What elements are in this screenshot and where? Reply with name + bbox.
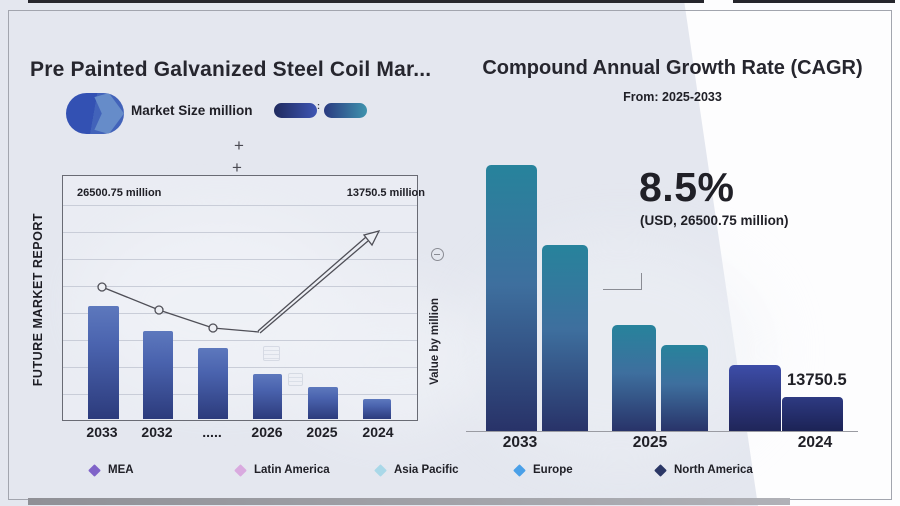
cagr-bar	[782, 397, 843, 432]
legend-label: Europe	[533, 464, 573, 476]
cagr-bar	[661, 345, 708, 432]
legend-diamond-icon	[513, 463, 526, 477]
legend: MEA Latin America Asia Pacific Europe North …	[0, 463, 900, 482]
gridline	[63, 340, 417, 341]
gridline	[63, 205, 417, 206]
legend-label: Asia Pacific	[394, 464, 459, 476]
circle-minus-icon	[431, 248, 444, 261]
watermark-icon	[263, 346, 280, 361]
page-title-left: Pre Painted Galvanized Steel Coil Mar...	[30, 58, 432, 81]
cagr-detail: (USD, 26500.75 million)	[640, 213, 789, 228]
market-size-bar	[88, 306, 119, 419]
gridline	[63, 232, 417, 233]
value-axis-label: Value by million	[429, 298, 441, 385]
future-market-report-label: FUTURE MARKET REPORT	[31, 213, 45, 387]
cagr-subtitle: From: 2025-2033	[623, 90, 722, 104]
x-axis-label: 2025	[306, 424, 338, 440]
left-bars-layer	[63, 176, 417, 420]
left-x-axis: 2033 2032..... 2026 2025 2024	[62, 424, 418, 440]
gridline	[63, 367, 417, 368]
legend-diamond-icon	[88, 463, 101, 477]
cagr-bar	[612, 325, 656, 432]
market-size-bar	[253, 374, 282, 419]
top-strip	[733, 0, 895, 3]
end-value-label: 13750.5 million	[346, 187, 425, 199]
gridline	[63, 286, 417, 287]
ratio-pill-2	[324, 103, 367, 118]
market-size-bar	[143, 331, 173, 419]
x-axis-label: 2033	[86, 424, 118, 440]
corner-bracket	[603, 273, 642, 290]
plus-decoration: +	[234, 136, 244, 155]
legend-label: Latin America	[254, 464, 330, 476]
cagr-axis-line	[466, 431, 858, 433]
market-size-bar	[363, 399, 391, 419]
gridline	[63, 394, 417, 395]
cagr-bar	[729, 365, 781, 432]
ratio-separator: :	[317, 101, 320, 111]
bottom-strip	[28, 498, 790, 505]
cagr-bar	[486, 165, 537, 432]
x-axis-label: .....	[202, 424, 222, 440]
cylinder-icon	[66, 93, 124, 134]
legend-item: MEA	[88, 463, 134, 477]
watermark-icon	[288, 373, 303, 386]
left-chart-frame: 26500.75 million 13750.5 million	[62, 175, 425, 421]
cagr-value: 8.5%	[639, 164, 735, 210]
x-axis-label: 2033	[502, 434, 538, 451]
legend-diamond-icon	[374, 463, 387, 477]
value-callout: 13750.5	[787, 371, 847, 389]
plus-decoration: +	[232, 158, 242, 177]
legend-diamond-icon	[654, 463, 667, 477]
legend-label: MEA	[108, 464, 134, 476]
trend-line-svg	[97, 230, 381, 334]
x-axis-label: 2024	[362, 424, 394, 440]
legend-item: Asia Pacific	[374, 463, 459, 477]
market-size-label: Market Size million	[131, 103, 253, 118]
market-size-bar	[308, 387, 338, 419]
market-size-bar	[198, 348, 228, 419]
right-x-axis: 2033 2025 2024	[468, 434, 858, 452]
legend-item: Latin America	[234, 463, 330, 477]
legend-diamond-icon	[234, 463, 247, 477]
gridline	[63, 259, 417, 260]
legend-item: Europe	[513, 463, 573, 477]
top-strip	[28, 0, 704, 3]
start-value-label: 26500.75 million	[77, 187, 162, 199]
x-axis-label: 2024	[797, 434, 833, 451]
left-chart-grid	[63, 176, 417, 420]
legend-label: North America	[674, 464, 753, 476]
cagr-bar	[542, 245, 588, 432]
right-bars-layer	[468, 160, 858, 432]
ratio-pill-1	[274, 103, 317, 118]
gridline	[63, 313, 417, 314]
x-axis-label: 2026	[251, 424, 283, 440]
legend-item: North America	[654, 463, 753, 477]
x-axis-label: 2032	[141, 424, 173, 440]
cagr-title: Compound Annual Growth Rate (CAGR)	[482, 57, 863, 79]
x-axis-label: 2025	[632, 434, 668, 451]
